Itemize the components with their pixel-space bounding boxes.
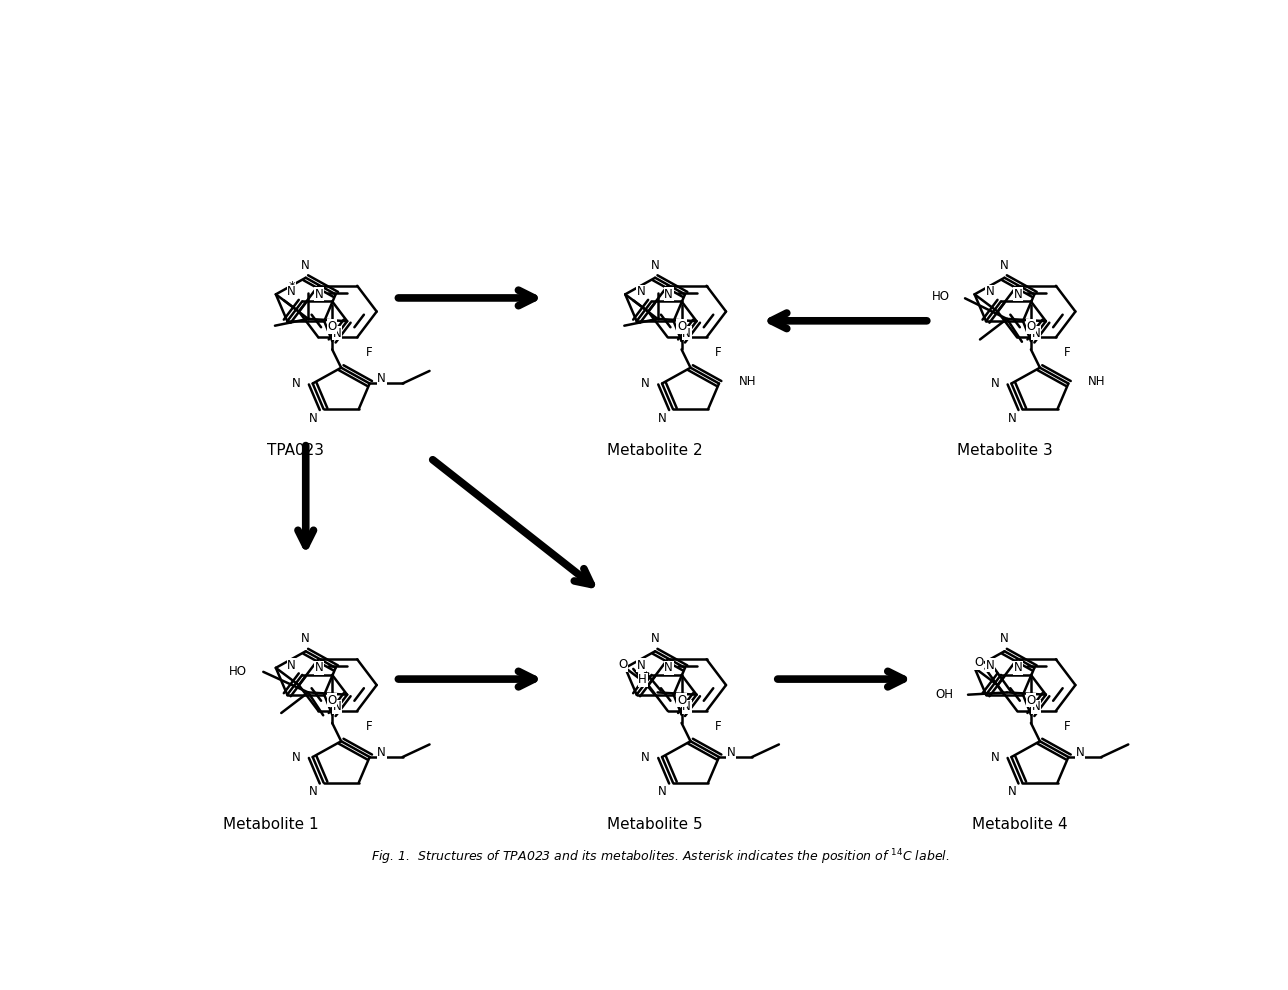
Text: O: O bbox=[618, 658, 627, 671]
Text: F: F bbox=[715, 720, 721, 733]
Text: O: O bbox=[327, 694, 336, 707]
Text: O: O bbox=[974, 656, 983, 669]
Text: N: N bbox=[990, 377, 999, 390]
Text: N: N bbox=[990, 750, 999, 763]
Text: *: * bbox=[289, 280, 296, 293]
Text: N: N bbox=[650, 633, 659, 645]
Text: N: N bbox=[999, 258, 1009, 271]
Text: N: N bbox=[314, 661, 323, 674]
Text: N: N bbox=[1032, 701, 1041, 714]
Text: N: N bbox=[665, 288, 672, 301]
Text: Metabolite 1: Metabolite 1 bbox=[223, 817, 318, 832]
Text: N: N bbox=[1075, 745, 1084, 759]
Text: N: N bbox=[999, 633, 1009, 645]
Text: N: N bbox=[1007, 412, 1016, 425]
Text: N: N bbox=[287, 285, 296, 298]
Text: N: N bbox=[985, 659, 994, 672]
Text: N: N bbox=[377, 372, 386, 385]
Text: TPA023: TPA023 bbox=[267, 443, 325, 458]
Text: N: N bbox=[985, 285, 994, 298]
Text: Fig. 1.  Structures of TPA023 and its metabolites. Asterisk indicates the positi: Fig. 1. Structures of TPA023 and its met… bbox=[371, 847, 949, 867]
Text: HO: HO bbox=[933, 289, 951, 303]
Text: N: N bbox=[665, 661, 672, 674]
Text: N: N bbox=[641, 377, 650, 390]
Text: N: N bbox=[292, 377, 300, 390]
Text: O: O bbox=[677, 320, 687, 333]
Text: Metabolite 2: Metabolite 2 bbox=[608, 443, 703, 458]
Text: N: N bbox=[332, 701, 341, 714]
Text: N: N bbox=[309, 412, 317, 425]
Text: N: N bbox=[636, 659, 645, 672]
Text: H: H bbox=[639, 673, 647, 686]
Text: N: N bbox=[636, 285, 645, 298]
Text: O: O bbox=[327, 320, 336, 333]
Text: F: F bbox=[366, 346, 372, 359]
Text: N: N bbox=[309, 785, 317, 798]
Text: HO: HO bbox=[229, 665, 247, 678]
Text: NH: NH bbox=[738, 374, 756, 388]
Text: N: N bbox=[658, 412, 667, 425]
Text: OH: OH bbox=[935, 688, 953, 701]
Text: N: N bbox=[287, 659, 296, 672]
Text: N: N bbox=[1014, 661, 1023, 674]
Text: N: N bbox=[683, 327, 692, 340]
Text: NH: NH bbox=[1088, 374, 1105, 388]
Text: N: N bbox=[1032, 327, 1041, 340]
Text: N: N bbox=[377, 745, 386, 759]
Text: F: F bbox=[1064, 346, 1070, 359]
Text: N: N bbox=[1014, 288, 1023, 301]
Text: N: N bbox=[332, 327, 341, 340]
Text: O: O bbox=[677, 694, 687, 707]
Text: F: F bbox=[366, 720, 372, 733]
Text: N: N bbox=[301, 633, 310, 645]
Text: N: N bbox=[301, 258, 310, 271]
Text: Metabolite 5: Metabolite 5 bbox=[608, 817, 703, 832]
Text: N: N bbox=[1007, 785, 1016, 798]
Text: N: N bbox=[683, 701, 692, 714]
Text: O: O bbox=[1027, 694, 1036, 707]
Text: Metabolite 3: Metabolite 3 bbox=[957, 443, 1052, 458]
Text: N: N bbox=[292, 750, 300, 763]
Text: F: F bbox=[715, 346, 721, 359]
Text: Metabolite 4: Metabolite 4 bbox=[971, 817, 1068, 832]
Text: N: N bbox=[314, 288, 323, 301]
Text: O: O bbox=[1027, 320, 1036, 333]
Text: N: N bbox=[658, 785, 667, 798]
Text: N: N bbox=[650, 258, 659, 271]
Text: F: F bbox=[1064, 720, 1070, 733]
Text: N: N bbox=[641, 750, 650, 763]
Text: N: N bbox=[726, 745, 735, 759]
